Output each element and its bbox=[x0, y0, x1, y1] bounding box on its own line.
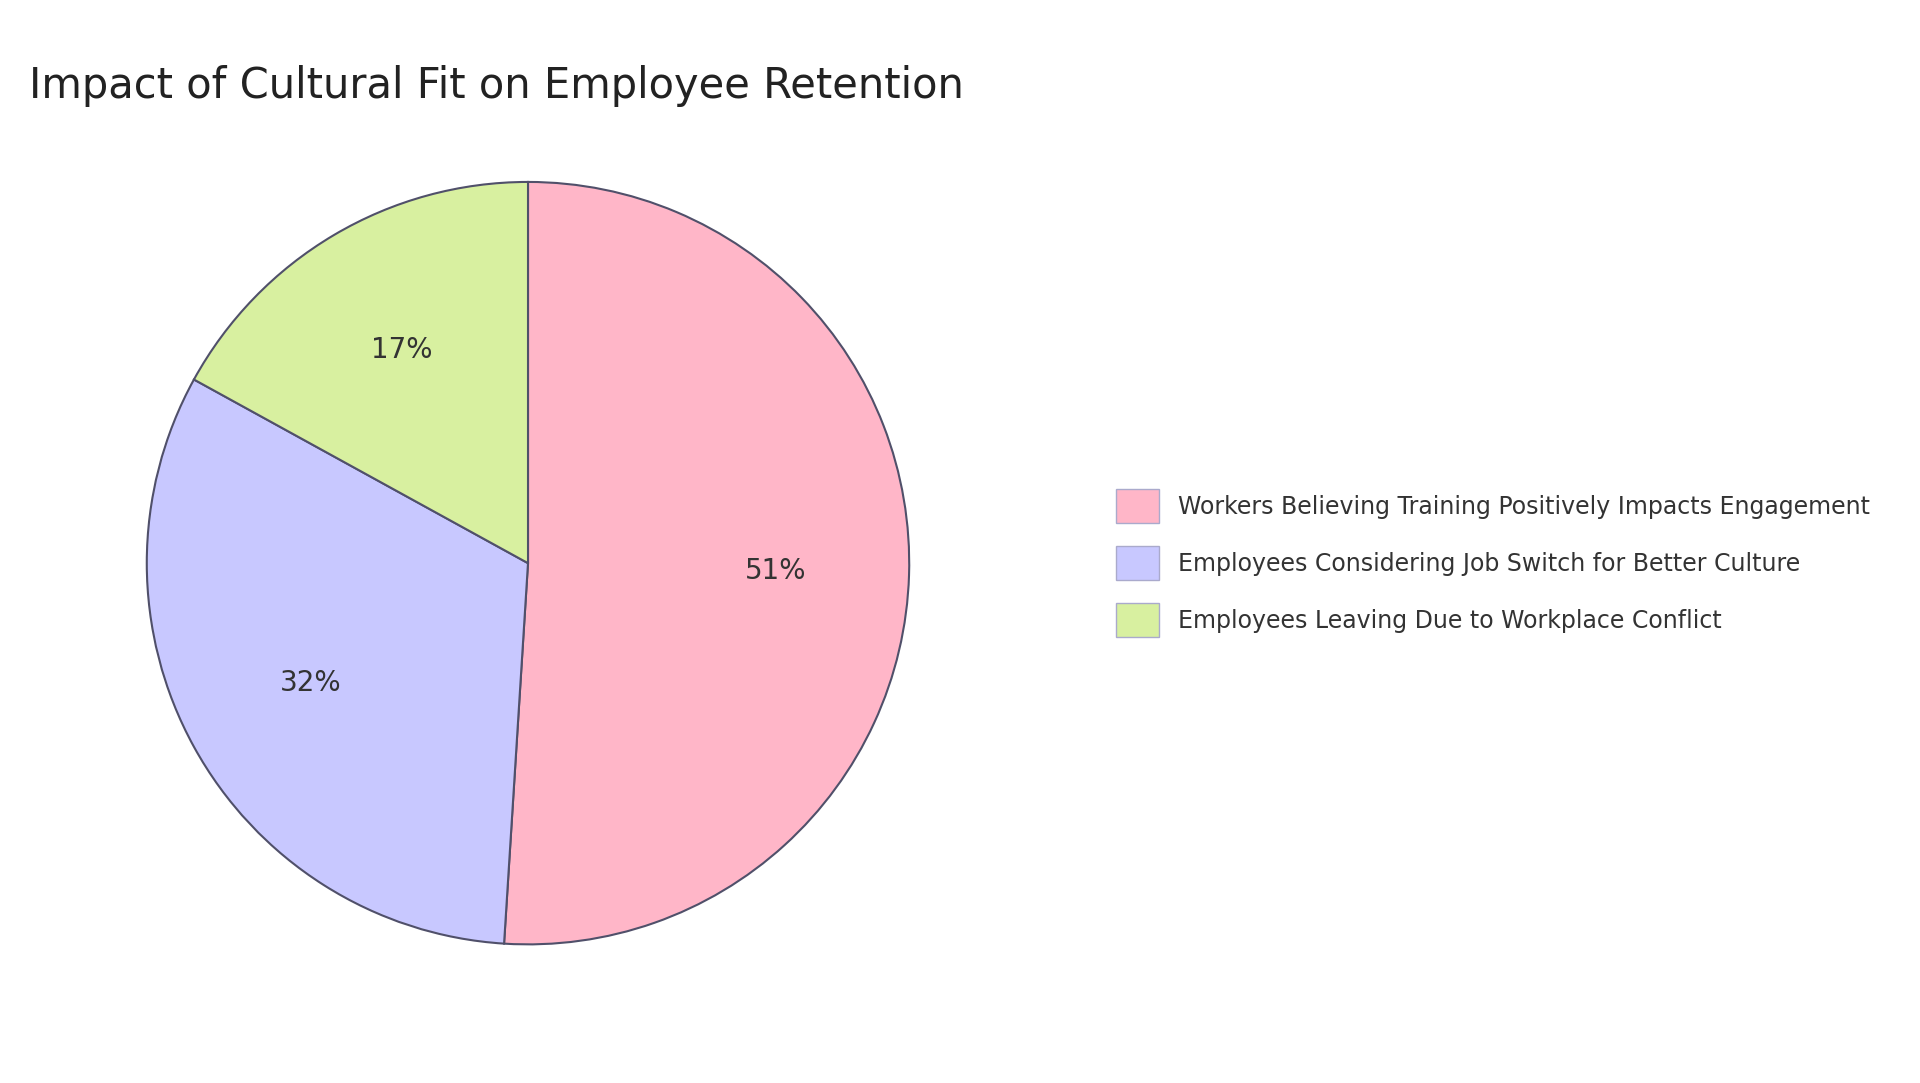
Legend: Workers Believing Training Positively Impacts Engagement, Employees Considering : Workers Believing Training Positively Im… bbox=[1092, 466, 1893, 661]
Wedge shape bbox=[194, 182, 528, 563]
Text: Impact of Cultural Fit on Employee Retention: Impact of Cultural Fit on Employee Reten… bbox=[29, 65, 964, 107]
Text: 32%: 32% bbox=[280, 668, 342, 696]
Text: 51%: 51% bbox=[745, 557, 806, 585]
Wedge shape bbox=[505, 182, 910, 944]
Text: 17%: 17% bbox=[371, 336, 432, 364]
Wedge shape bbox=[146, 379, 528, 943]
